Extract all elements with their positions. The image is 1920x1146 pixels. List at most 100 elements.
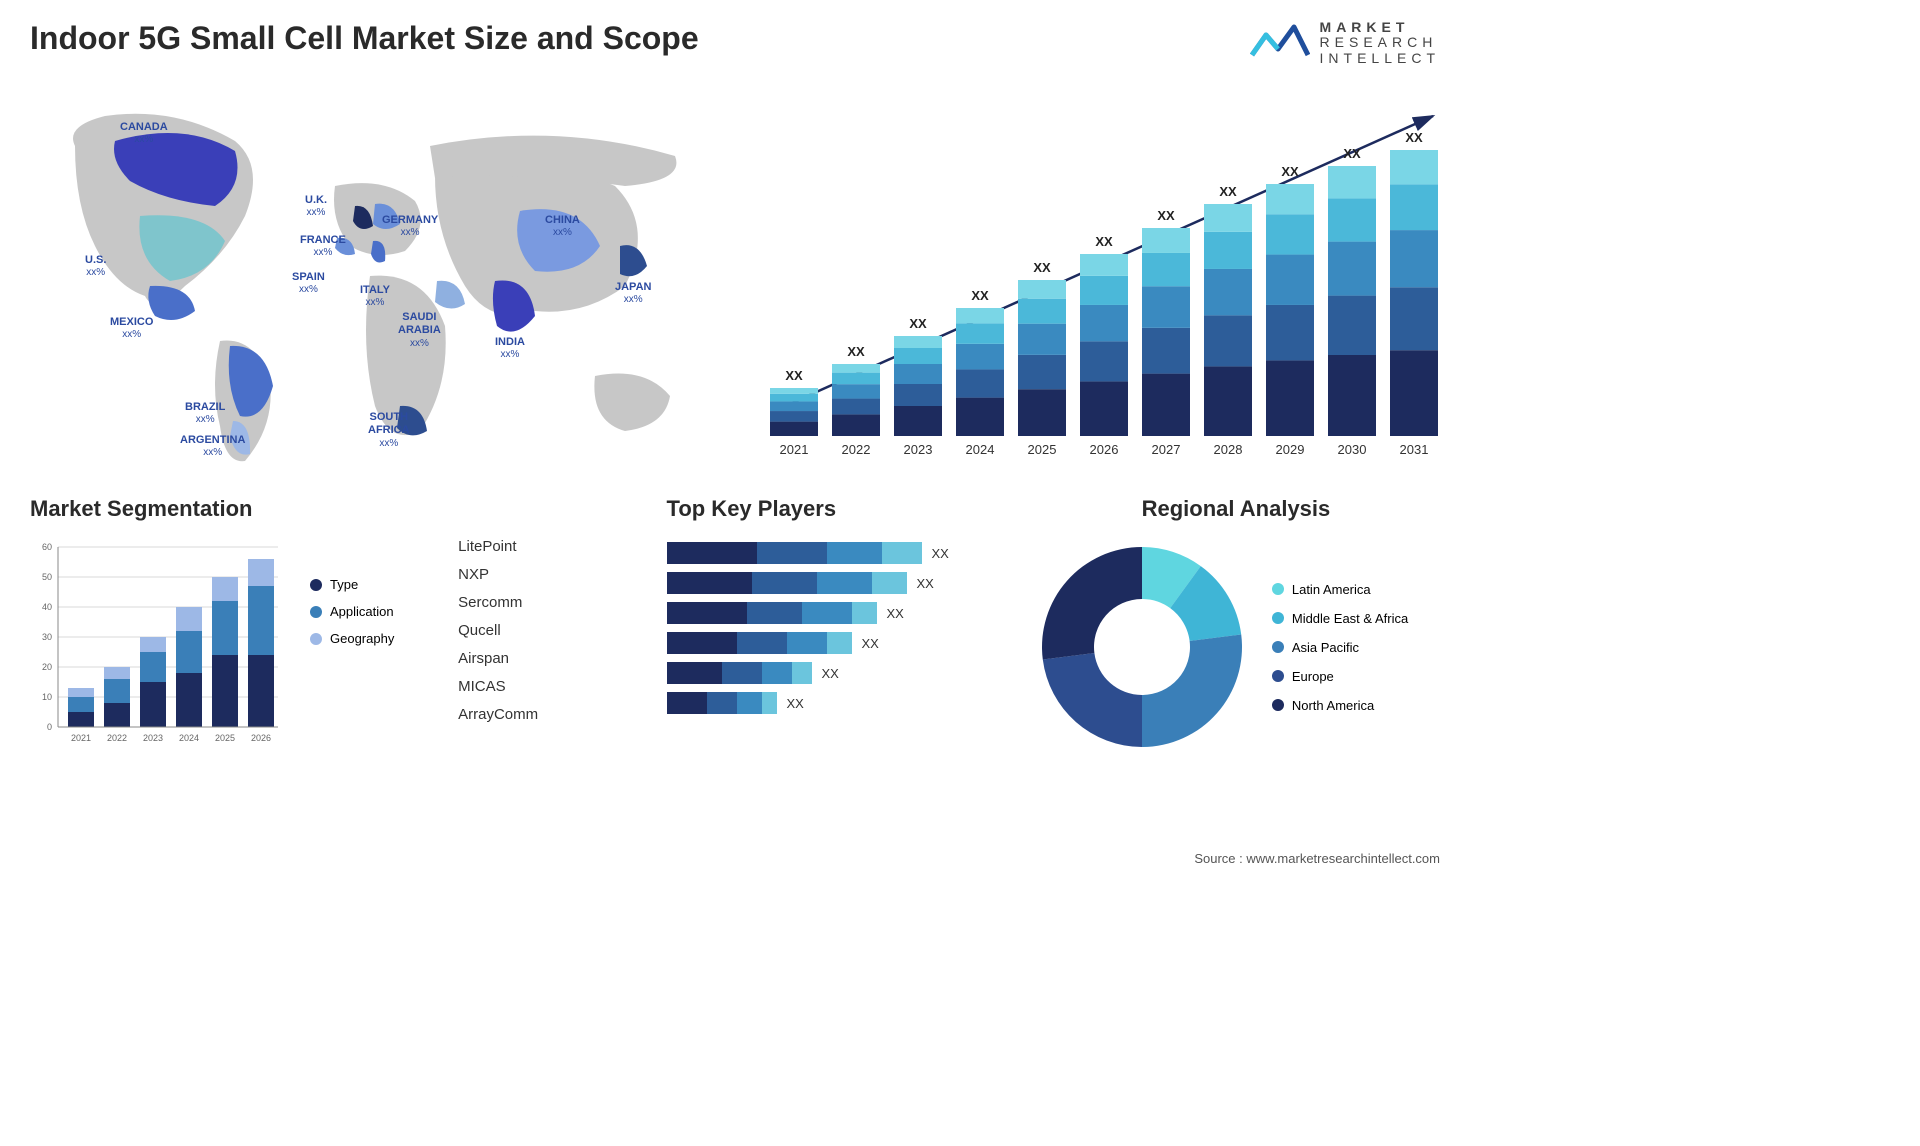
svg-text:2026: 2026 (251, 733, 271, 743)
map-country-label: GERMANYxx% (382, 214, 438, 239)
legend-label: Europe (1292, 669, 1334, 684)
legend-label: Middle East & Africa (1292, 611, 1408, 626)
legend-label: Geography (330, 631, 394, 646)
key-players-list: LitePointNXPSercommQucellAirspanMICASArr… (458, 533, 646, 723)
bar-value-label: XX (862, 636, 879, 651)
player-name: ArrayComm (458, 706, 646, 723)
growth-bar-chart: XX2021XX2022XX2023XX2024XX2025XX2026XX20… (760, 86, 1440, 466)
svg-text:XX: XX (1281, 164, 1299, 179)
svg-text:2028: 2028 (1214, 442, 1243, 457)
bar-value-label: XX (787, 696, 804, 711)
key-player-bar-row: XX (667, 602, 1012, 624)
map-country-label: SPAINxx% (292, 271, 325, 296)
map-country-label: CHINAxx% (545, 214, 580, 239)
svg-text:40: 40 (42, 602, 52, 612)
svg-text:50: 50 (42, 572, 52, 582)
map-country-label: ARGENTINAxx% (180, 434, 245, 459)
source-attribution: Source : www.marketresearchintellect.com (1194, 851, 1440, 866)
legend-label: Application (330, 604, 394, 619)
segmentation-legend: Type Application Geography (310, 537, 394, 757)
key-players-title: Top Key Players (667, 496, 1012, 522)
legend-item: Application (310, 604, 394, 619)
legend-dot-icon (1272, 583, 1284, 595)
legend-dot-icon (310, 579, 322, 591)
map-country-label: JAPANxx% (615, 281, 651, 306)
bar-segment (737, 692, 762, 714)
svg-text:2021: 2021 (71, 733, 91, 743)
key-player-bar-row: XX (667, 572, 1012, 594)
bar-segment (882, 542, 922, 564)
bar-segment (787, 632, 827, 654)
bar-segment (762, 692, 777, 714)
svg-text:2024: 2024 (179, 733, 199, 743)
legend-dot-icon (310, 633, 322, 645)
svg-text:2029: 2029 (1276, 442, 1305, 457)
svg-text:XX: XX (971, 288, 989, 303)
player-name: MICAS (458, 678, 646, 695)
page-title: Indoor 5G Small Cell Market Size and Sco… (30, 20, 699, 57)
bar-value-label: XX (822, 666, 839, 681)
key-players-bars: XX XX XX XX XX XX (667, 537, 1012, 714)
regional-donut (1032, 537, 1252, 757)
legend-dot-icon (1272, 612, 1284, 624)
svg-text:2027: 2027 (1152, 442, 1181, 457)
legend-item: Type (310, 577, 394, 592)
bar-value-label: XX (917, 576, 934, 591)
bar-segment (792, 662, 812, 684)
bar-segment (667, 572, 752, 594)
svg-text:2025: 2025 (215, 733, 235, 743)
key-player-bar-row: XX (667, 692, 1012, 714)
legend-label: Type (330, 577, 358, 592)
bar-segment (667, 692, 707, 714)
world-map: CANADAxx%U.S.xx%MEXICOxx%BRAZILxx%ARGENT… (30, 86, 720, 466)
svg-text:2022: 2022 (842, 442, 871, 457)
segmentation-panel: Market Segmentation 01020304050602021202… (30, 496, 438, 757)
logo-line2: RESEARCH (1320, 35, 1440, 50)
map-country-label: U.K.xx% (305, 194, 327, 219)
svg-text:2022: 2022 (107, 733, 127, 743)
bar-segment (722, 662, 762, 684)
brand-logo: MARKET RESEARCH INTELLECT (1250, 20, 1440, 66)
map-country-label: BRAZILxx% (185, 401, 225, 426)
svg-text:2023: 2023 (904, 442, 933, 457)
legend-dot-icon (1272, 641, 1284, 653)
segmentation-chart: 0102030405060202120222023202420252026 (30, 537, 290, 757)
legend-item: North America (1272, 698, 1408, 713)
bar-segment (667, 542, 757, 564)
svg-text:20: 20 (42, 662, 52, 672)
svg-text:XX: XX (1157, 208, 1175, 223)
growth-chart-svg: XX2021XX2022XX2023XX2024XX2025XX2026XX20… (760, 86, 1440, 466)
bar-segment (667, 632, 737, 654)
svg-text:XX: XX (1343, 146, 1361, 161)
map-country-label: CANADAxx% (120, 121, 168, 146)
bar-segment (827, 632, 852, 654)
key-player-bar (667, 632, 852, 654)
svg-text:2030: 2030 (1338, 442, 1367, 457)
legend-label: North America (1292, 698, 1374, 713)
svg-text:60: 60 (42, 542, 52, 552)
header: Indoor 5G Small Cell Market Size and Sco… (30, 20, 1440, 66)
svg-text:10: 10 (42, 692, 52, 702)
svg-text:XX: XX (785, 368, 803, 383)
regional-panel: Regional Analysis Latin AmericaMiddle Ea… (1032, 496, 1440, 757)
legend-label: Latin America (1292, 582, 1371, 597)
legend-dot-icon (1272, 699, 1284, 711)
bar-segment (737, 632, 787, 654)
legend-item: Asia Pacific (1272, 640, 1408, 655)
bar-segment (757, 542, 827, 564)
map-country-label: ITALYxx% (360, 284, 390, 309)
svg-text:0: 0 (47, 722, 52, 732)
bar-segment (747, 602, 802, 624)
key-player-bar-row: XX (667, 662, 1012, 684)
player-name: Airspan (458, 650, 646, 667)
logo-text: MARKET RESEARCH INTELLECT (1320, 20, 1440, 66)
player-name: Qucell (458, 622, 646, 639)
logo-line3: INTELLECT (1320, 51, 1440, 66)
bar-segment (667, 602, 747, 624)
map-country-label: U.S.xx% (85, 254, 106, 279)
legend-dot-icon (1272, 670, 1284, 682)
svg-text:30: 30 (42, 632, 52, 642)
key-player-bar-row: XX (667, 542, 1012, 564)
svg-text:XX: XX (1095, 234, 1113, 249)
svg-text:2021: 2021 (780, 442, 809, 457)
